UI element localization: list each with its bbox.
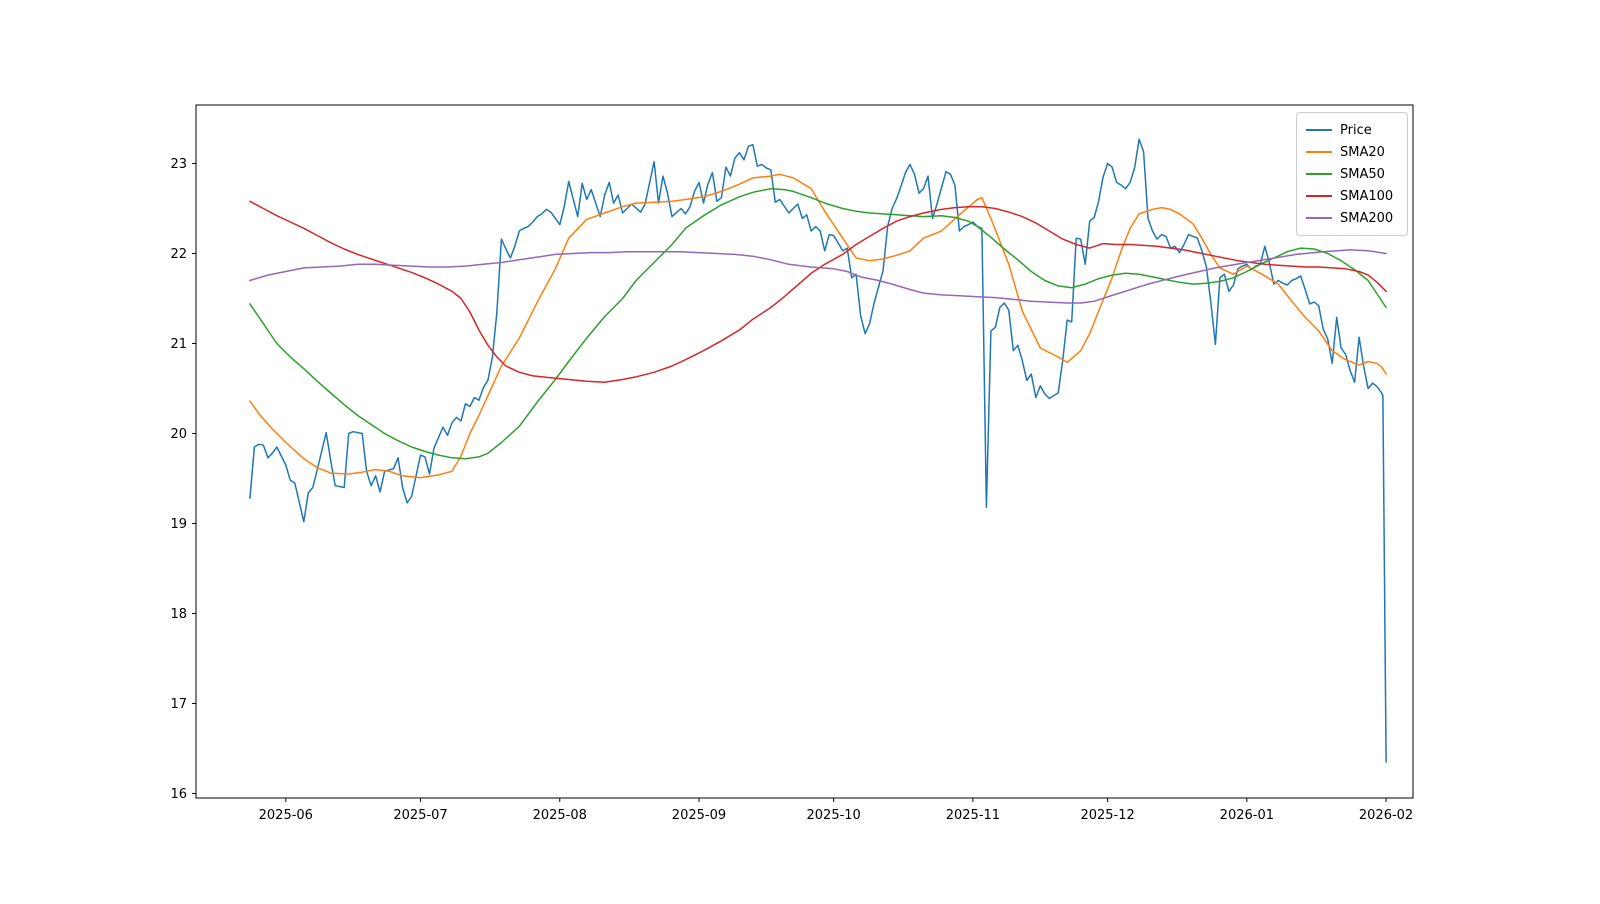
y-tick-label: 16 — [170, 787, 187, 802]
legend-label: SMA200 — [1340, 210, 1394, 226]
y-tick-label: 23 — [170, 157, 187, 172]
legend-label: Price — [1340, 122, 1372, 138]
legend-item-sma20: SMA20 — [1306, 141, 1397, 163]
legend-label: SMA20 — [1340, 144, 1385, 160]
x-tick-label: 2025-11 — [946, 808, 1000, 823]
series-line-price — [249, 138, 1387, 763]
x-tick-label: 2025-07 — [393, 808, 447, 823]
legend-line-swatch — [1306, 217, 1332, 219]
x-tick-label: 2026-01 — [1220, 808, 1274, 823]
legend-item-sma100: SMA100 — [1306, 185, 1397, 207]
series-line-sma20 — [249, 173, 1387, 479]
y-tick-label: 17 — [170, 697, 187, 712]
series-line-sma50 — [249, 187, 1387, 460]
x-tick-label: 2025-12 — [1080, 808, 1134, 823]
y-tick-label: 19 — [170, 517, 187, 532]
y-tick-label: 20 — [170, 427, 187, 442]
legend-line-swatch — [1306, 129, 1332, 131]
x-tick-label: 2026-02 — [1359, 808, 1413, 823]
legend-line-swatch — [1306, 195, 1332, 197]
legend-line-swatch — [1306, 151, 1332, 153]
x-tick-label: 2025-06 — [259, 808, 313, 823]
legend-item-sma50: SMA50 — [1306, 163, 1397, 185]
series-line-sma100 — [249, 200, 1387, 383]
x-tick-label: 2025-10 — [807, 808, 861, 823]
legend: Price SMA20 SMA50 SMA100 SMA200 — [1296, 112, 1408, 236]
y-tick-label: 18 — [170, 607, 187, 622]
x-tick-label: 2025-08 — [533, 808, 587, 823]
y-tick-label: 21 — [170, 337, 187, 352]
legend-label: SMA100 — [1340, 188, 1394, 204]
series-line-sma200 — [249, 249, 1387, 304]
x-tick-label: 2025-09 — [672, 808, 726, 823]
y-tick-label: 22 — [170, 247, 187, 262]
legend-item-price: Price — [1306, 119, 1397, 141]
legend-item-sma200: SMA200 — [1306, 207, 1397, 229]
axes-spines — [195, 104, 1414, 799]
legend-label: SMA50 — [1340, 166, 1385, 182]
legend-line-swatch — [1306, 173, 1332, 175]
